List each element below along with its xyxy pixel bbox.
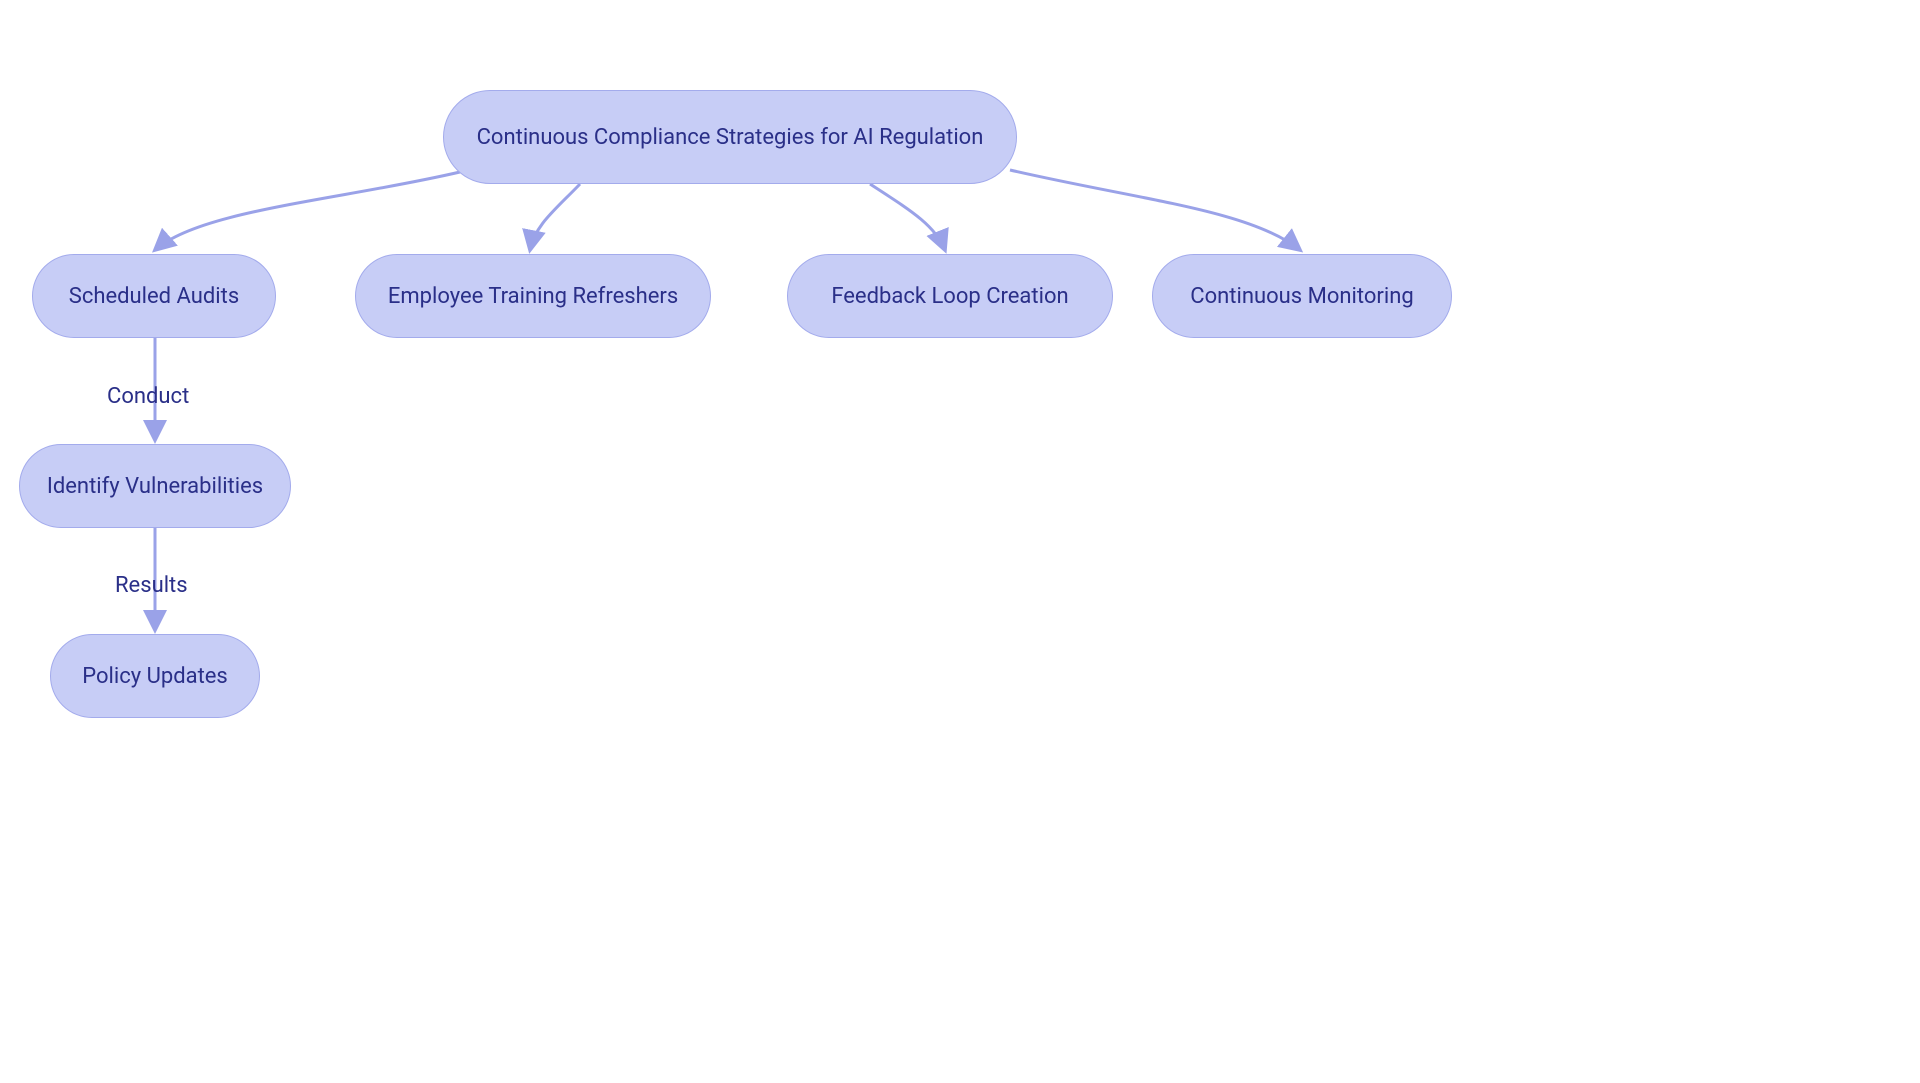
node-vulnerabilities-label: Identify Vulnerabilities [47, 474, 263, 499]
node-training-label: Employee Training Refreshers [388, 284, 678, 309]
edge-label-results-text: Results [115, 573, 188, 598]
edge-root-training [530, 184, 580, 250]
node-audits: Scheduled Audits [32, 254, 276, 338]
node-feedback-label: Feedback Loop Creation [831, 284, 1068, 309]
edge-root-monitoring [1010, 170, 1300, 250]
node-policy: Policy Updates [50, 634, 260, 718]
node-root-label: Continuous Compliance Strategies for AI … [477, 125, 984, 150]
edge-label-results: Results [115, 573, 188, 598]
node-feedback: Feedback Loop Creation [787, 254, 1113, 338]
node-audits-label: Scheduled Audits [69, 284, 239, 309]
node-monitoring: Continuous Monitoring [1152, 254, 1452, 338]
node-root: Continuous Compliance Strategies for AI … [443, 90, 1017, 184]
node-policy-label: Policy Updates [82, 664, 228, 689]
node-monitoring-label: Continuous Monitoring [1190, 284, 1413, 309]
edge-label-conduct-text: Conduct [107, 384, 189, 409]
edge-root-feedback [870, 184, 945, 250]
node-training: Employee Training Refreshers [355, 254, 711, 338]
node-vulnerabilities: Identify Vulnerabilities [19, 444, 291, 528]
edge-root-audits [155, 172, 460, 250]
edge-label-conduct: Conduct [107, 384, 189, 409]
